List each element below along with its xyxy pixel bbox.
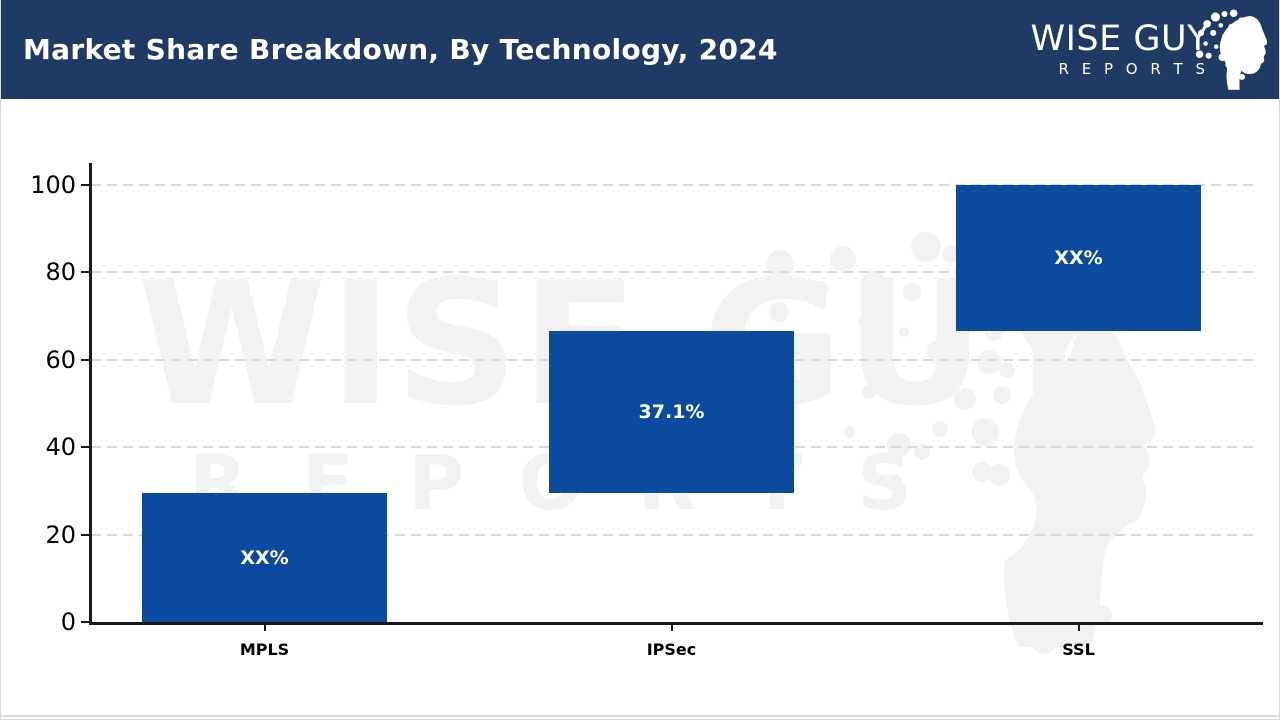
- y-axis-spine: [89, 163, 92, 624]
- y-tick-40: [81, 446, 89, 449]
- y-tick-label-0: 0: [60, 608, 76, 636]
- brand-logo-text: WISE GUY R E P O R T S: [1030, 18, 1209, 78]
- y-tick-0: [81, 621, 89, 623]
- x-tick-label-SSL: SSL: [1062, 640, 1095, 659]
- bottom-rule: [1, 715, 1279, 717]
- gridline-20: [91, 533, 1257, 536]
- gridline-100: [91, 184, 1257, 186]
- x-tick-SSL: [1077, 624, 1080, 631]
- y-tick-label-40: 40: [45, 433, 76, 462]
- bar-SSL: XX%: [956, 185, 1201, 331]
- header: Market Share Breakdown, By Technology, 2…: [1, 0, 1279, 99]
- x-axis-spine: [89, 622, 1263, 625]
- y-tick-80: [81, 271, 89, 274]
- x-tick-label-IPSec: IPSec: [646, 640, 697, 659]
- y-tick-100: [81, 184, 89, 186]
- y-tick-60: [81, 358, 89, 361]
- x-tick-label-MPLS: MPLS: [239, 640, 290, 659]
- y-tick-label-80: 80: [45, 258, 76, 287]
- y-tick-label-100: 100: [30, 171, 76, 199]
- bar-IPSec: 37.1%: [549, 330, 794, 494]
- brand-subname: R E P O R T S: [1058, 59, 1209, 78]
- bar-label-MPLS: XX%: [240, 546, 289, 569]
- bar-MPLS: XX%: [142, 493, 387, 622]
- bar-label-IPSec: 37.1%: [638, 401, 705, 424]
- x-tick-MPLS: [263, 624, 266, 631]
- brand-name: WISE GUY: [1030, 18, 1209, 59]
- y-tick-label-20: 20: [45, 520, 76, 549]
- page-title: Market Share Breakdown, By Technology, 2…: [23, 33, 778, 66]
- y-tick-label-60: 60: [45, 345, 76, 374]
- watermark-face-icon: [766, 232, 1156, 654]
- bar-label-SSL: XX%: [1054, 246, 1103, 269]
- x-tick-IPSec: [670, 624, 673, 631]
- gridline-80: [91, 271, 1257, 274]
- y-tick-20: [81, 533, 89, 536]
- brand-face-icon: [1195, 8, 1267, 90]
- brand-logo: WISE GUY R E P O R T S: [1030, 6, 1267, 94]
